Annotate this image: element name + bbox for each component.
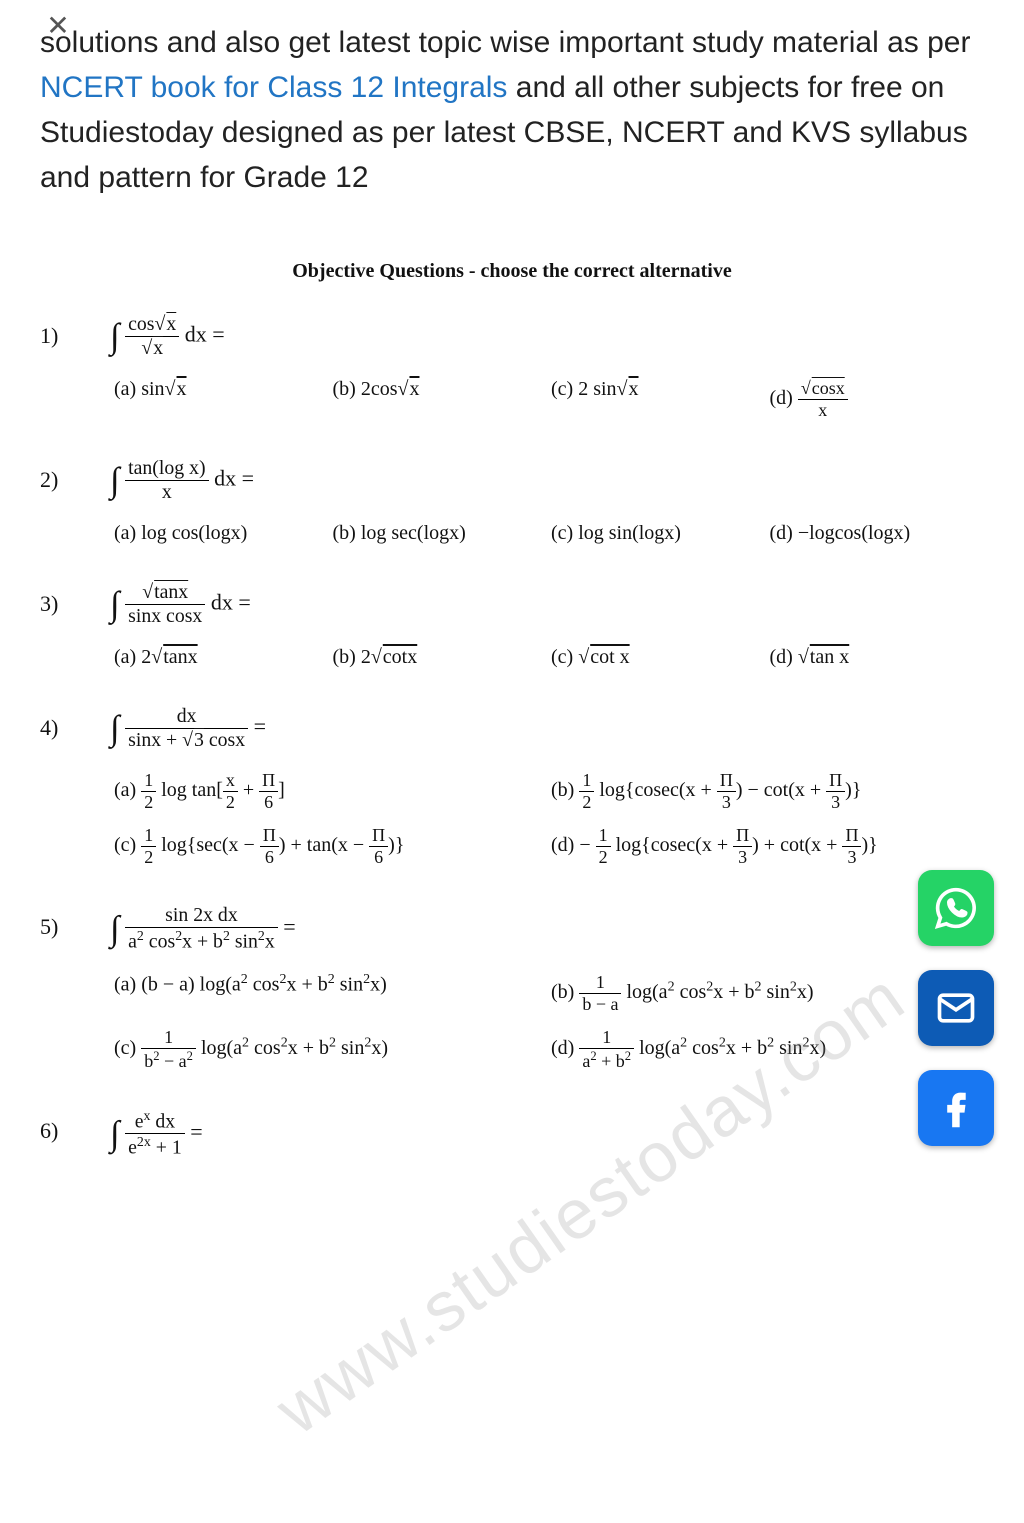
email-icon: [934, 986, 978, 1030]
whatsapp-button[interactable]: [918, 870, 994, 946]
question: 5)∫ sin 2x dxa2 cos2x + b2 sin2x =: [40, 904, 984, 954]
option: (a) 12 log tan[x2 + Π6]: [110, 764, 547, 819]
question-number: 5): [40, 904, 110, 940]
question-expression: ∫ √tanxsinx cosx dx =: [110, 581, 984, 628]
options-row: (a) (b − a) log(a2 cos2x + b2 sin2x)(b) …: [110, 966, 984, 1078]
section-heading: Objective Questions - choose the correct…: [40, 260, 984, 283]
question-expression: ∫ sin 2x dxa2 cos2x + b2 sin2x =: [110, 904, 984, 954]
option: (c) 2 sin√x: [547, 372, 766, 427]
question: 2)∫ tan(log x)x dx =: [40, 457, 984, 504]
question-expression: ∫ cos√x√x dx =: [110, 313, 984, 360]
intro-paragraph: solutions and also get latest topic wise…: [0, 0, 1024, 210]
facebook-icon: [934, 1086, 978, 1130]
option: (a) 2√tanx: [110, 640, 329, 675]
option: (a) log cos(logx): [110, 516, 329, 551]
option: (a) (b − a) log(a2 cos2x + b2 sin2x): [110, 966, 547, 1021]
question-number: 6): [40, 1108, 110, 1144]
option: (b) 12 log{cosec(x + Π3) − cot(x + Π3)}: [547, 764, 984, 819]
options-row: (a) 2√tanx(b) 2√cotx(c) √cot x(d) √tan x: [110, 640, 984, 675]
facebook-button[interactable]: [918, 1070, 994, 1146]
option: (c) √cot x: [547, 640, 766, 675]
intro-text-1: solutions and also get latest topic wise…: [40, 26, 970, 59]
question: 1)∫ cos√x√x dx =: [40, 313, 984, 360]
question-number: 2): [40, 457, 110, 493]
option: (b) 2√cotx: [329, 640, 548, 675]
close-icon[interactable]: ✕: [40, 8, 76, 44]
question-expression: ∫ tan(log x)x dx =: [110, 457, 984, 504]
option: (b) log sec(logx): [329, 516, 548, 551]
option: (c) 12 log{sec(x − Π6) + tan(x − Π6)}: [110, 819, 547, 874]
option: (d) − 12 log{cosec(x + Π3) + cot(x + Π3)…: [547, 819, 984, 874]
option: (d) −logcos(logx): [766, 516, 985, 551]
email-button[interactable]: [918, 970, 994, 1046]
worksheet-content: Objective Questions - choose the correct…: [0, 210, 1024, 1160]
question-number: 4): [40, 705, 110, 741]
option: (d) √tan x: [766, 640, 985, 675]
question-expression: ∫ dxsinx + √3 cosx =: [110, 705, 984, 752]
option: (c) 1b2 − a2 log(a2 cos2x + b2 sin2x): [110, 1021, 547, 1078]
question-expression: ∫ ex dxe2x + 1 =: [110, 1108, 984, 1160]
social-buttons: [918, 870, 994, 1146]
option: (d) √cosxx: [766, 372, 985, 427]
question-number: 3): [40, 581, 110, 617]
options-row: (a) sin√x(b) 2cos√x(c) 2 sin√x(d) √cosxx: [110, 372, 984, 427]
option: (c) log sin(logx): [547, 516, 766, 551]
options-row: (a) log cos(logx)(b) log sec(logx)(c) lo…: [110, 516, 984, 551]
question-number: 1): [40, 313, 110, 349]
question: 3)∫ √tanxsinx cosx dx =: [40, 581, 984, 628]
option: (a) sin√x: [110, 372, 329, 427]
option: (b) 2cos√x: [329, 372, 548, 427]
question: 6)∫ ex dxe2x + 1 =: [40, 1108, 984, 1160]
whatsapp-icon: [934, 886, 978, 930]
ncert-link[interactable]: NCERT book for Class 12 Integrals: [40, 71, 507, 104]
options-row: (a) 12 log tan[x2 + Π6](b) 12 log{cosec(…: [110, 764, 984, 874]
question: 4)∫ dxsinx + √3 cosx =: [40, 705, 984, 752]
